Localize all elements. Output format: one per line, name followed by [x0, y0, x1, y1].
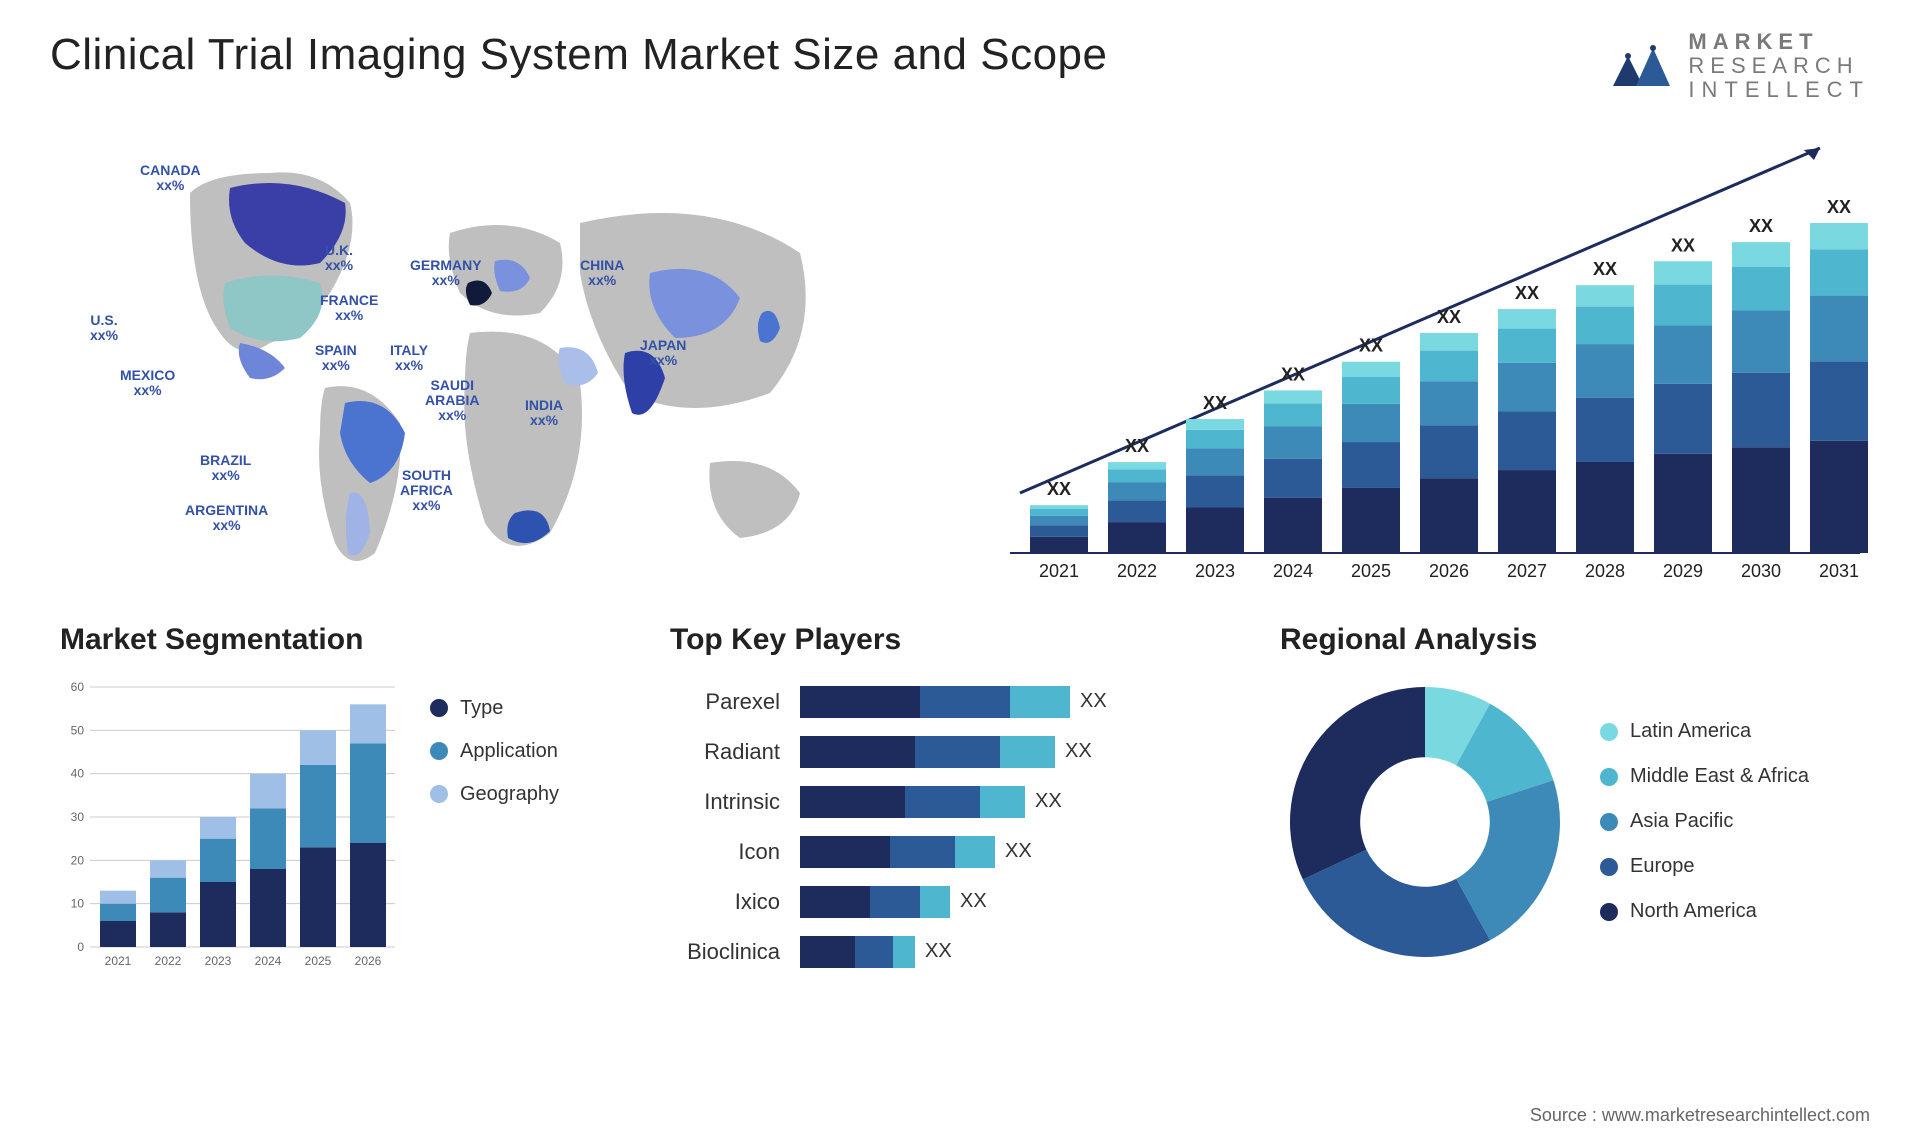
player-bar-row: XX: [800, 884, 1250, 920]
segmentation-panel: Market Segmentation 0 10 20 30 40 50 60 2021 202…: [60, 623, 640, 977]
map-label: U.S.xx%: [90, 313, 118, 344]
svg-text:2022: 2022: [1117, 561, 1157, 581]
player-label: Bioclinica: [670, 939, 780, 965]
map-label: SPAINxx%: [315, 343, 357, 374]
donut-svg: [1280, 677, 1570, 967]
growth-chart: XX 2021 XX 2022 XX 2023 XX 2024 XX 2025 XX 2026 XX 20…: [990, 133, 1870, 593]
svg-text:0: 0: [77, 940, 84, 954]
player-label: Radiant: [670, 739, 780, 765]
legend-item: Type: [430, 697, 559, 720]
segmentation-chart: 0 10 20 30 40 50 60 2021 2022 2023 2024 2025 2026: [60, 677, 400, 977]
svg-text:XX: XX: [1437, 307, 1461, 327]
map-label: U.K.xx%: [325, 243, 353, 274]
map-label: INDIAxx%: [525, 398, 563, 429]
map-label: SAUDIARABIAxx%: [425, 378, 479, 424]
svg-text:XX: XX: [1749, 216, 1773, 236]
svg-text:30: 30: [71, 810, 85, 824]
svg-text:XX: XX: [1281, 364, 1305, 384]
svg-text:2021: 2021: [1039, 561, 1079, 581]
legend-item: Europe: [1600, 855, 1809, 878]
regional-title: Regional Analysis: [1280, 623, 1860, 657]
map-label: FRANCExx%: [320, 293, 378, 324]
players-title: Top Key Players: [670, 623, 1250, 657]
svg-text:20: 20: [71, 853, 85, 867]
svg-text:2021: 2021: [105, 954, 132, 968]
page-title: Clinical Trial Imaging System Market Siz…: [50, 30, 1107, 80]
svg-text:2031: 2031: [1819, 561, 1859, 581]
map-label: GERMANYxx%: [410, 258, 482, 289]
player-bar-row: XX: [800, 834, 1250, 870]
svg-text:2026: 2026: [1429, 561, 1469, 581]
map-label: BRAZILxx%: [200, 453, 251, 484]
brand-logo: MARKET RESEARCH INTELLECT: [1608, 30, 1870, 103]
svg-text:XX: XX: [1827, 197, 1851, 217]
map-label: MEXICOxx%: [120, 368, 175, 399]
svg-text:2026: 2026: [355, 954, 382, 968]
player-label: Icon: [670, 839, 780, 865]
players-bars: XX XX XX XX XX XX: [800, 677, 1250, 977]
segmentation-legend: Type Application Geography: [430, 697, 559, 977]
logo-icon: [1608, 36, 1678, 96]
svg-text:50: 50: [71, 723, 85, 737]
svg-text:10: 10: [71, 896, 85, 910]
svg-text:2029: 2029: [1663, 561, 1703, 581]
map-label: JAPANxx%: [640, 338, 686, 369]
map-label: ITALYxx%: [390, 343, 428, 374]
logo-text-3: INTELLECT: [1688, 78, 1870, 102]
logo-text-1: MARKET: [1688, 30, 1870, 54]
player-bar-row: XX: [800, 684, 1250, 720]
svg-text:2030: 2030: [1741, 561, 1781, 581]
svg-text:2023: 2023: [205, 954, 232, 968]
svg-text:2022: 2022: [155, 954, 182, 968]
legend-item: Geography: [430, 783, 559, 806]
svg-text:XX: XX: [1047, 479, 1071, 499]
players-labels: Parexel Radiant Intrinsic Icon Ixico Bioclini…: [670, 677, 780, 977]
svg-text:2023: 2023: [1195, 561, 1235, 581]
svg-text:XX: XX: [1515, 283, 1539, 303]
player-bar-row: XX: [800, 734, 1250, 770]
legend-item: Latin America: [1600, 720, 1809, 743]
regional-legend: Latin America Middle East & Africa Asia Pa…: [1600, 720, 1809, 923]
map-label: SOUTHAFRICAxx%: [400, 468, 453, 514]
svg-text:2025: 2025: [1351, 561, 1391, 581]
player-label: Intrinsic: [670, 789, 780, 815]
map-label: CHINAxx%: [580, 258, 624, 289]
legend-item: Application: [430, 740, 559, 763]
world-map: CANADAxx% U.S.xx%MEXICOxx% BRAZILxx% ARGENT…: [50, 133, 950, 593]
svg-text:40: 40: [71, 766, 85, 780]
svg-text:2027: 2027: [1507, 561, 1547, 581]
player-bar-row: XX: [800, 784, 1250, 820]
regional-panel: Regional Analysis Latin America Middle Ea…: [1280, 623, 1860, 977]
svg-text:60: 60: [71, 680, 85, 694]
svg-text:XX: XX: [1593, 259, 1617, 279]
svg-text:XX: XX: [1359, 335, 1383, 355]
player-label: Ixico: [670, 889, 780, 915]
svg-text:2024: 2024: [1273, 561, 1313, 581]
logo-text-2: RESEARCH: [1688, 54, 1870, 78]
player-label: Parexel: [670, 689, 780, 715]
growth-svg: XX 2021 XX 2022 XX 2023 XX 2024 XX 2025 XX 2026 XX 20…: [990, 133, 1870, 593]
svg-text:XX: XX: [1125, 436, 1149, 456]
legend-item: North America: [1600, 900, 1809, 923]
source-text: Source : www.marketresearchintellect.com: [1530, 1105, 1870, 1126]
svg-text:2025: 2025: [305, 954, 332, 968]
svg-text:XX: XX: [1671, 235, 1695, 255]
map-label: ARGENTINAxx%: [185, 503, 268, 534]
player-bar-row: XX: [800, 934, 1250, 970]
segmentation-title: Market Segmentation: [60, 623, 640, 657]
legend-item: Middle East & Africa: [1600, 765, 1809, 788]
svg-text:XX: XX: [1203, 393, 1227, 413]
map-label: CANADAxx%: [140, 163, 201, 194]
players-panel: Top Key Players Parexel Radiant Intrinsic I…: [670, 623, 1250, 977]
legend-item: Asia Pacific: [1600, 810, 1809, 833]
regional-donut: [1280, 677, 1570, 967]
svg-text:2024: 2024: [255, 954, 282, 968]
svg-text:2028: 2028: [1585, 561, 1625, 581]
